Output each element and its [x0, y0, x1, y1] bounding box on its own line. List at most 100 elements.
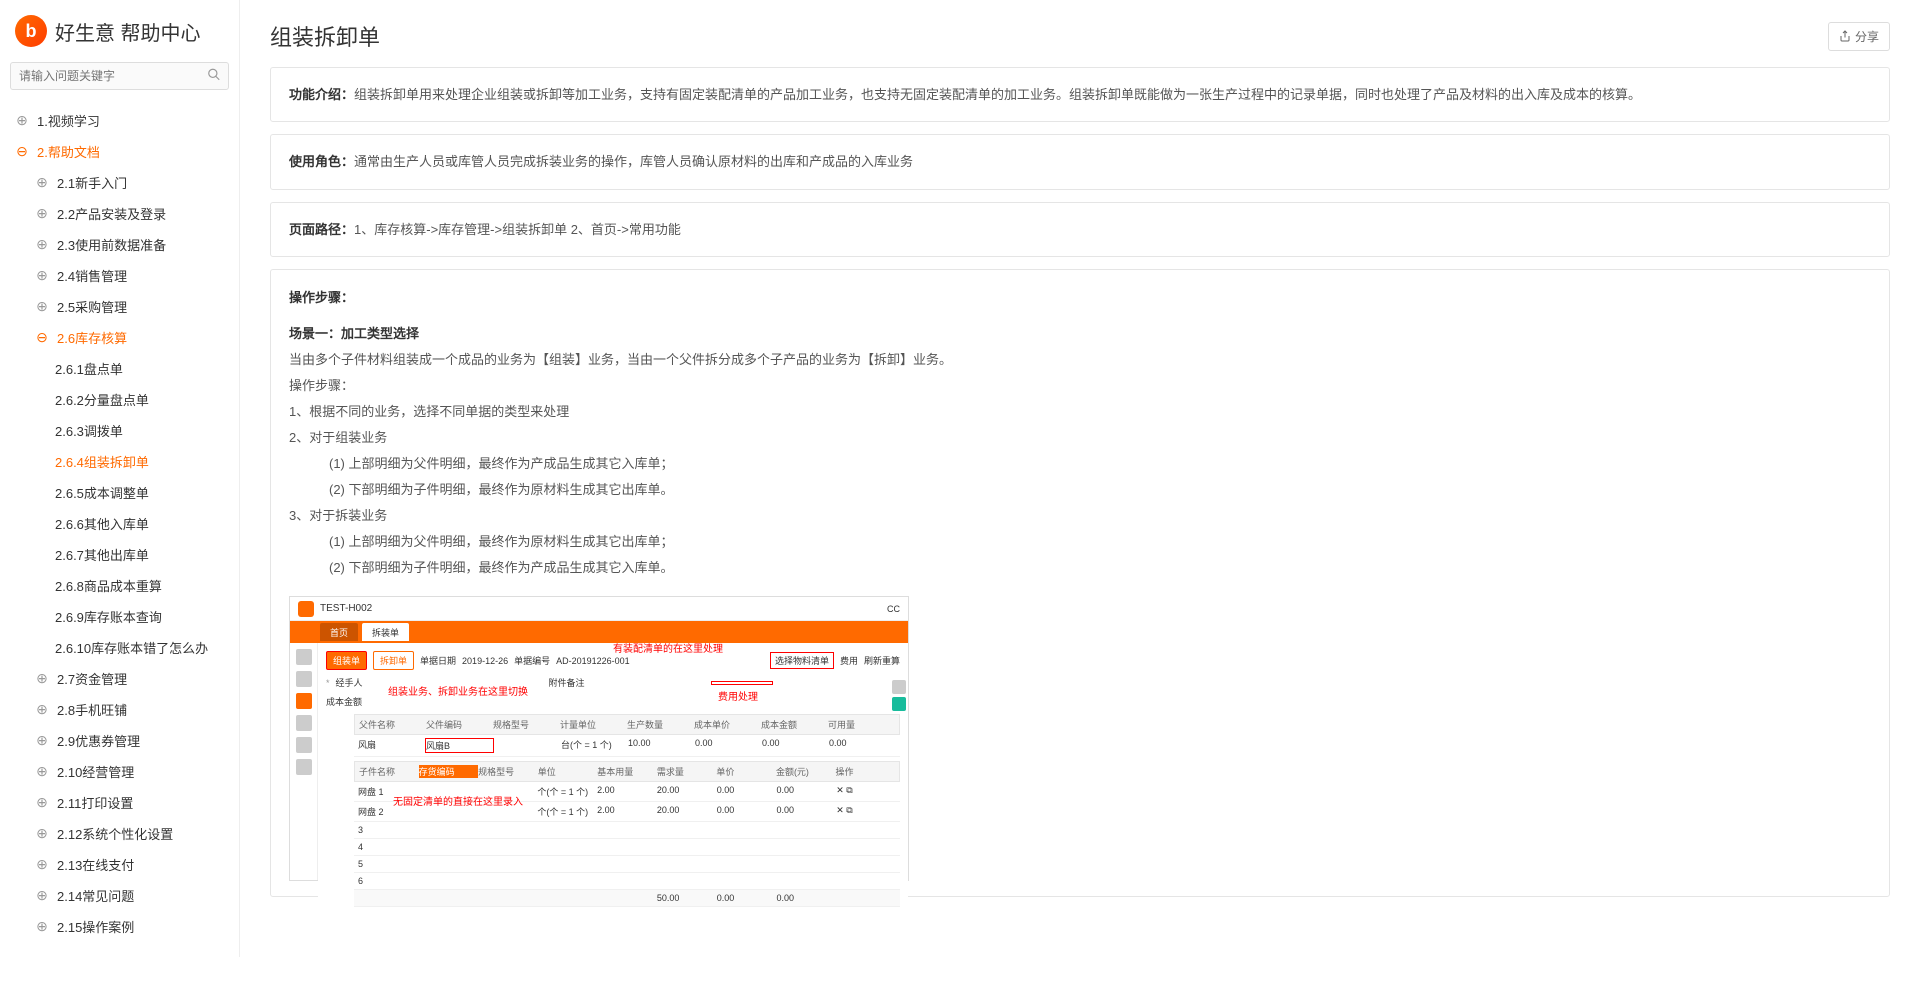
nav-2-8[interactable]: ⊕ 2.8手机旺铺: [10, 694, 229, 725]
nav-2-6-10[interactable]: 2.6.10库存账本错了怎么办: [10, 632, 229, 663]
nav-help-docs[interactable]: ⊖2.帮助文档: [10, 136, 229, 167]
plus-icon: ⊕: [35, 734, 49, 748]
path-label: 页面路径：: [289, 222, 354, 237]
nav-2-6-4[interactable]: 2.6.4组装拆卸单: [10, 446, 229, 477]
col-qty: 生产数量: [627, 718, 694, 731]
sp-icon: [296, 671, 312, 687]
sp-test-label: TEST-H002: [320, 603, 372, 614]
cell-unit: 台(个 = 1 个): [561, 738, 628, 753]
sp-annotation-3: 费用处理: [718, 688, 758, 703]
step3-2: (2) 下部明细为子件明细，最终作为产成品生成其它入库单。: [289, 555, 1871, 581]
nav-2-4[interactable]: ⊕2.4销售管理: [10, 260, 229, 291]
nav-2-6-5[interactable]: 2.6.5成本调整单: [10, 477, 229, 508]
plus-icon: ⊕: [35, 176, 49, 190]
role-box: 使用角色：通常由生产人员或库管人员完成拆装业务的操作，库管人员确认原材料的出库和…: [270, 134, 1890, 189]
plus-icon: ⊕: [35, 889, 49, 903]
nav-label: 2.13在线支付: [57, 855, 134, 874]
sp-header: TEST-H002 CC: [290, 597, 908, 621]
sp-btn-cost: 费用: [840, 654, 858, 667]
sp-parent-header: 父件名称 父件编码 规格型号 计量单位 生产数量 成本单价 成本金额 可用量: [354, 714, 900, 735]
nav-2-11[interactable]: ⊕2.11打印设置: [10, 787, 229, 818]
plus-icon: ⊕: [35, 858, 49, 872]
step2-2: (2) 下部明细为子件明细，最终作为原材料生成其它出库单。: [289, 477, 1871, 503]
search-icon[interactable]: [207, 68, 221, 85]
nav-label: 2.6库存核算: [57, 328, 127, 347]
sp-child-row-4: 4: [354, 839, 900, 856]
nav-label: 2.6.9库存账本查询: [55, 607, 162, 626]
cell: 20.00: [657, 805, 717, 818]
col-spec: 规格型号: [493, 718, 560, 731]
sp-btn-disassembly: 拆卸单: [373, 651, 414, 670]
cell: 20.00: [657, 785, 717, 798]
nav-2-6-1[interactable]: 2.6.1盘点单: [10, 353, 229, 384]
nav-label: 2.6.2分量盘点单: [55, 390, 149, 409]
nav-2-13[interactable]: ⊕ 2.13在线支付: [10, 849, 229, 880]
nav-2-1[interactable]: ⊕ 2.1新手入门: [10, 167, 229, 198]
nav-video-learning[interactable]: ⊕1.视频学习: [10, 105, 229, 136]
nav-label: 2.4销售管理: [57, 266, 127, 285]
nav-2-14[interactable]: ⊕ 2.14常见问题: [10, 880, 229, 911]
nav-2-6-8[interactable]: 2.6.8商品成本重算: [10, 570, 229, 601]
embedded-screenshot: TEST-H002 CC 首页 拆装单 组装单: [289, 596, 909, 881]
nav-2-6-3[interactable]: 2.6.3调拨单: [10, 415, 229, 446]
cell-avail: 0.00: [829, 738, 896, 753]
col-op: 操作: [836, 765, 896, 778]
nav-2-2[interactable]: ⊕2.2产品安装及登录: [10, 198, 229, 229]
nav-2-6-6[interactable]: 2.6.6其他入库单: [10, 508, 229, 539]
nav-2-6-7[interactable]: 2.6.7其他出库单: [10, 539, 229, 570]
sp-cost-box: [711, 681, 773, 685]
share-button[interactable]: 分享: [1828, 22, 1890, 51]
sp-totals-row: 50.00 0.00 0.00: [354, 890, 900, 907]
sp-date-label: 单据日期: [420, 654, 456, 667]
step2-1: (1) 上部明细为父件明细，最终作为产成品生成其它入库单；: [289, 451, 1871, 477]
nav-label: 2.6.5成本调整单: [55, 483, 149, 502]
cell: 0.00: [717, 893, 777, 903]
nav-2-7[interactable]: ⊕2.7资金管理: [10, 663, 229, 694]
sp-icon: [296, 759, 312, 775]
sp-tab-form: 拆装单: [362, 623, 409, 641]
cell: 50.00: [657, 893, 717, 903]
nav-label: 2.10经营管理: [57, 762, 134, 781]
nav-label: 2.14常见问题: [57, 886, 134, 905]
nav-label: 2.6.3调拨单: [55, 421, 123, 440]
share-icon: [1839, 30, 1851, 42]
nav-2-5[interactable]: ⊕2.5采购管理: [10, 291, 229, 322]
share-label: 分享: [1855, 28, 1879, 45]
nav-2-6-2[interactable]: 2.6.2分量盘点单: [10, 384, 229, 415]
sp-btn-select-material: 选择物料清单: [770, 652, 834, 669]
nav-label: 2.6.7其他出库单: [55, 545, 149, 564]
nav-2-10[interactable]: ⊕2.10经营管理: [10, 756, 229, 787]
intro-box: 功能介绍：组装拆卸单用来处理企业组装或拆卸等加工业务，支持有固定装配清单的产品加…: [270, 67, 1890, 122]
sp-total-label: 成本金额: [326, 695, 362, 708]
nav-2-3[interactable]: ⊕2.3使用前数据准备: [10, 229, 229, 260]
cell: 0.00: [776, 785, 836, 798]
nav-label: 2.2产品安装及登录: [57, 204, 166, 223]
step2: 2、对于组装业务: [289, 425, 1871, 451]
sp-child-table: 子件名称 存货编码 规格型号 单位 基本用量 需求量 单价 金额(元) 操作 网…: [354, 761, 900, 907]
nav-2-6-9[interactable]: 2.6.9库存账本查询: [10, 601, 229, 632]
logo: b 好生意 帮助中心: [10, 15, 229, 47]
nav-label: 2.1新手入门: [57, 173, 127, 192]
step3: 3、对于拆装业务: [289, 503, 1871, 529]
sp-annotation-1: 有装配清单的在这里处理: [613, 640, 723, 655]
sp-icon: [296, 649, 312, 665]
cell-qty: 10.00: [628, 738, 695, 753]
cell-code: 风扇B: [425, 738, 494, 753]
nav-2-15[interactable]: ⊕2.15操作案例: [10, 911, 229, 942]
plus-icon: ⊕: [35, 703, 49, 717]
cell: 0.00: [717, 805, 777, 818]
nav-2-6[interactable]: ⊖2.6库存核算: [10, 322, 229, 353]
nav-label: 2.11打印设置: [57, 793, 133, 812]
sp-date-value: 2019-12-26: [462, 656, 508, 666]
nav-2-9[interactable]: ⊕2.9优惠券管理: [10, 725, 229, 756]
nav-label: 2.8手机旺铺: [57, 700, 127, 719]
cell: 2.00: [597, 805, 657, 818]
nav-2-12[interactable]: ⊕2.12系统个性化设置: [10, 818, 229, 849]
cell: 0.00: [776, 805, 836, 818]
sp-right-icon: [892, 680, 906, 694]
sp-parent-row: 风扇 风扇B 台(个 = 1 个) 10.00 0.00 0.00 0.00: [354, 735, 900, 757]
sp-child-row-3: 3: [354, 822, 900, 839]
nav-label: 2.6.4组装拆卸单: [55, 452, 149, 471]
cell-amt: 0.00: [762, 738, 829, 753]
search-input[interactable]: [10, 62, 229, 90]
